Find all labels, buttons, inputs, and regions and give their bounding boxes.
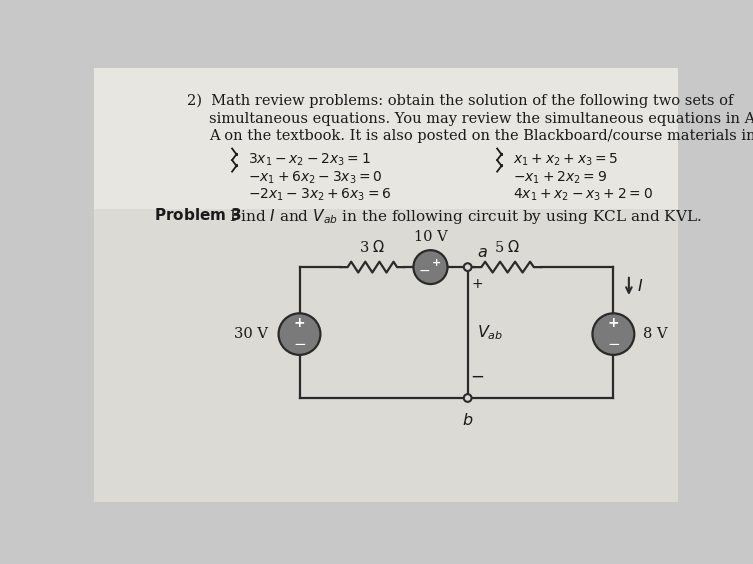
Text: 2)  Math review problems: obtain the solution of the following two sets of: 2) Math review problems: obtain the solu… [187, 94, 733, 108]
Text: −: − [470, 368, 484, 385]
Ellipse shape [413, 250, 447, 284]
Text: Find $I$ and $V_{ab}$ in the following circuit by using KCL and KVL.: Find $I$ and $V_{ab}$ in the following c… [225, 207, 702, 226]
Text: −: − [419, 264, 430, 278]
Text: $a$: $a$ [477, 244, 488, 261]
Text: $b$: $b$ [462, 412, 474, 429]
Ellipse shape [593, 314, 634, 355]
FancyBboxPatch shape [94, 68, 678, 209]
Text: 8 V: 8 V [643, 327, 667, 341]
Text: A on the textbook. It is also posted on the Blackboard/course materials in PDF.: A on the textbook. It is also posted on … [209, 129, 753, 143]
Text: 30 V: 30 V [234, 327, 269, 341]
Text: $3x_1 - x_2 - 2x_3 = 1$: $3x_1 - x_2 - 2x_3 = 1$ [248, 152, 370, 168]
Text: −: − [293, 337, 306, 352]
Text: +: + [471, 277, 483, 291]
Text: 5 $\Omega$: 5 $\Omega$ [494, 239, 520, 255]
Text: +: + [608, 315, 619, 329]
Text: $\mathbf{Problem\ 3}$: $\mathbf{Problem\ 3}$ [154, 207, 242, 223]
Text: +: + [432, 258, 441, 268]
Text: $- 2x_1 - 3x_2 + 6x_3 = 6$: $- 2x_1 - 3x_2 + 6x_3 = 6$ [248, 187, 391, 204]
Text: $4x_1 + x_2 - x_3 + 2 = 0$: $4x_1 + x_2 - x_3 + 2 = 0$ [513, 187, 653, 204]
Text: 3 $\Omega$: 3 $\Omega$ [359, 239, 386, 255]
Text: +: + [294, 315, 305, 329]
Circle shape [464, 263, 471, 271]
Text: $x_1 + x_2 + x_3 = 5$: $x_1 + x_2 + x_3 = 5$ [513, 152, 618, 168]
Text: simultaneous equations. You may review the simultaneous equations in Appendix: simultaneous equations. You may review t… [209, 112, 753, 126]
Circle shape [464, 394, 471, 402]
Text: 10 V: 10 V [413, 230, 447, 244]
Text: $V_{ab}$: $V_{ab}$ [477, 323, 503, 342]
Text: −: − [607, 337, 620, 352]
Ellipse shape [279, 314, 321, 355]
FancyBboxPatch shape [94, 117, 678, 502]
Text: $I$: $I$ [636, 278, 643, 295]
Text: $- x_1 + 2x_2 = 9$: $- x_1 + 2x_2 = 9$ [513, 169, 607, 186]
Text: $- x_1 + 6x_2 - 3x_3 = 0$: $- x_1 + 6x_2 - 3x_3 = 0$ [248, 169, 382, 186]
